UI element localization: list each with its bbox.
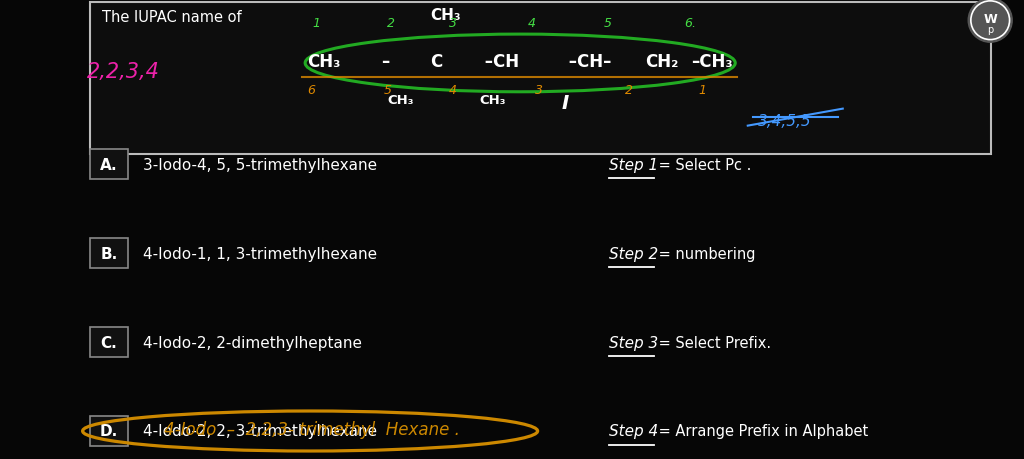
- Text: 5: 5: [384, 84, 392, 97]
- Text: = Arrange Prefix in Alphabet: = Arrange Prefix in Alphabet: [654, 424, 868, 438]
- FancyBboxPatch shape: [90, 416, 128, 446]
- FancyBboxPatch shape: [90, 150, 128, 179]
- Text: I: I: [561, 94, 568, 113]
- Text: Step 2: Step 2: [609, 246, 658, 261]
- Text: 6: 6: [307, 84, 315, 97]
- Text: 3-Iodo-4, 5, 5-trimethylhexane: 3-Iodo-4, 5, 5-trimethylhexane: [143, 157, 377, 172]
- Text: 2: 2: [387, 17, 395, 30]
- Text: C.: C.: [100, 335, 118, 350]
- Text: 2: 2: [625, 84, 633, 97]
- Text: 4-Iodo-1, 1, 3-trimethylhexane: 4-Iodo-1, 1, 3-trimethylhexane: [143, 246, 377, 261]
- Text: CH₃: CH₃: [479, 94, 506, 106]
- Text: Step 4: Step 4: [609, 424, 658, 438]
- Text: 4-Iodo  –  2,2,3- trimethyl  Hexane .: 4-Iodo – 2,2,3- trimethyl Hexane .: [164, 420, 460, 438]
- Text: 4-Iodo-2, 2, 3-trimethylhexane: 4-Iodo-2, 2, 3-trimethylhexane: [143, 424, 377, 438]
- Text: 3: 3: [535, 84, 543, 97]
- FancyBboxPatch shape: [90, 3, 991, 155]
- Text: W: W: [983, 13, 997, 26]
- Text: 1: 1: [698, 84, 707, 97]
- Text: D.: D.: [100, 424, 118, 438]
- Text: The IUPAC name of: The IUPAC name of: [102, 10, 242, 25]
- Text: = Select Pc .: = Select Pc .: [654, 157, 752, 172]
- Text: CH₃: CH₃: [430, 8, 461, 23]
- Text: –: –: [381, 53, 389, 71]
- Text: 4-Iodo-2, 2-dimethylheptane: 4-Iodo-2, 2-dimethylheptane: [143, 335, 362, 350]
- FancyBboxPatch shape: [90, 239, 128, 269]
- Text: 4: 4: [449, 84, 457, 97]
- Text: –CH₃: –CH₃: [691, 53, 733, 71]
- Text: Step 3: Step 3: [609, 335, 658, 350]
- Text: 6.: 6.: [684, 17, 696, 30]
- Text: –CH–: –CH–: [563, 53, 611, 71]
- Text: p: p: [987, 25, 993, 35]
- Text: 2,2,3,4: 2,2,3,4: [87, 62, 160, 81]
- Text: B.: B.: [100, 246, 118, 261]
- Text: 1: 1: [312, 17, 321, 30]
- Text: CH₃: CH₃: [307, 53, 341, 71]
- FancyBboxPatch shape: [90, 327, 128, 357]
- Text: 5: 5: [604, 17, 612, 30]
- Text: CH₃: CH₃: [387, 94, 414, 106]
- Text: 3,4,5,5: 3,4,5,5: [758, 114, 811, 129]
- Circle shape: [969, 0, 1012, 43]
- Text: C: C: [430, 53, 442, 71]
- Text: 3: 3: [449, 17, 457, 30]
- Text: 4: 4: [527, 17, 536, 30]
- Text: = numbering: = numbering: [654, 246, 756, 261]
- Text: –CH: –CH: [479, 53, 519, 71]
- Text: A.: A.: [100, 157, 118, 172]
- Text: = Select Prefix.: = Select Prefix.: [654, 335, 771, 350]
- Text: CH₂: CH₂: [645, 53, 679, 71]
- Text: Step 1: Step 1: [609, 157, 658, 172]
